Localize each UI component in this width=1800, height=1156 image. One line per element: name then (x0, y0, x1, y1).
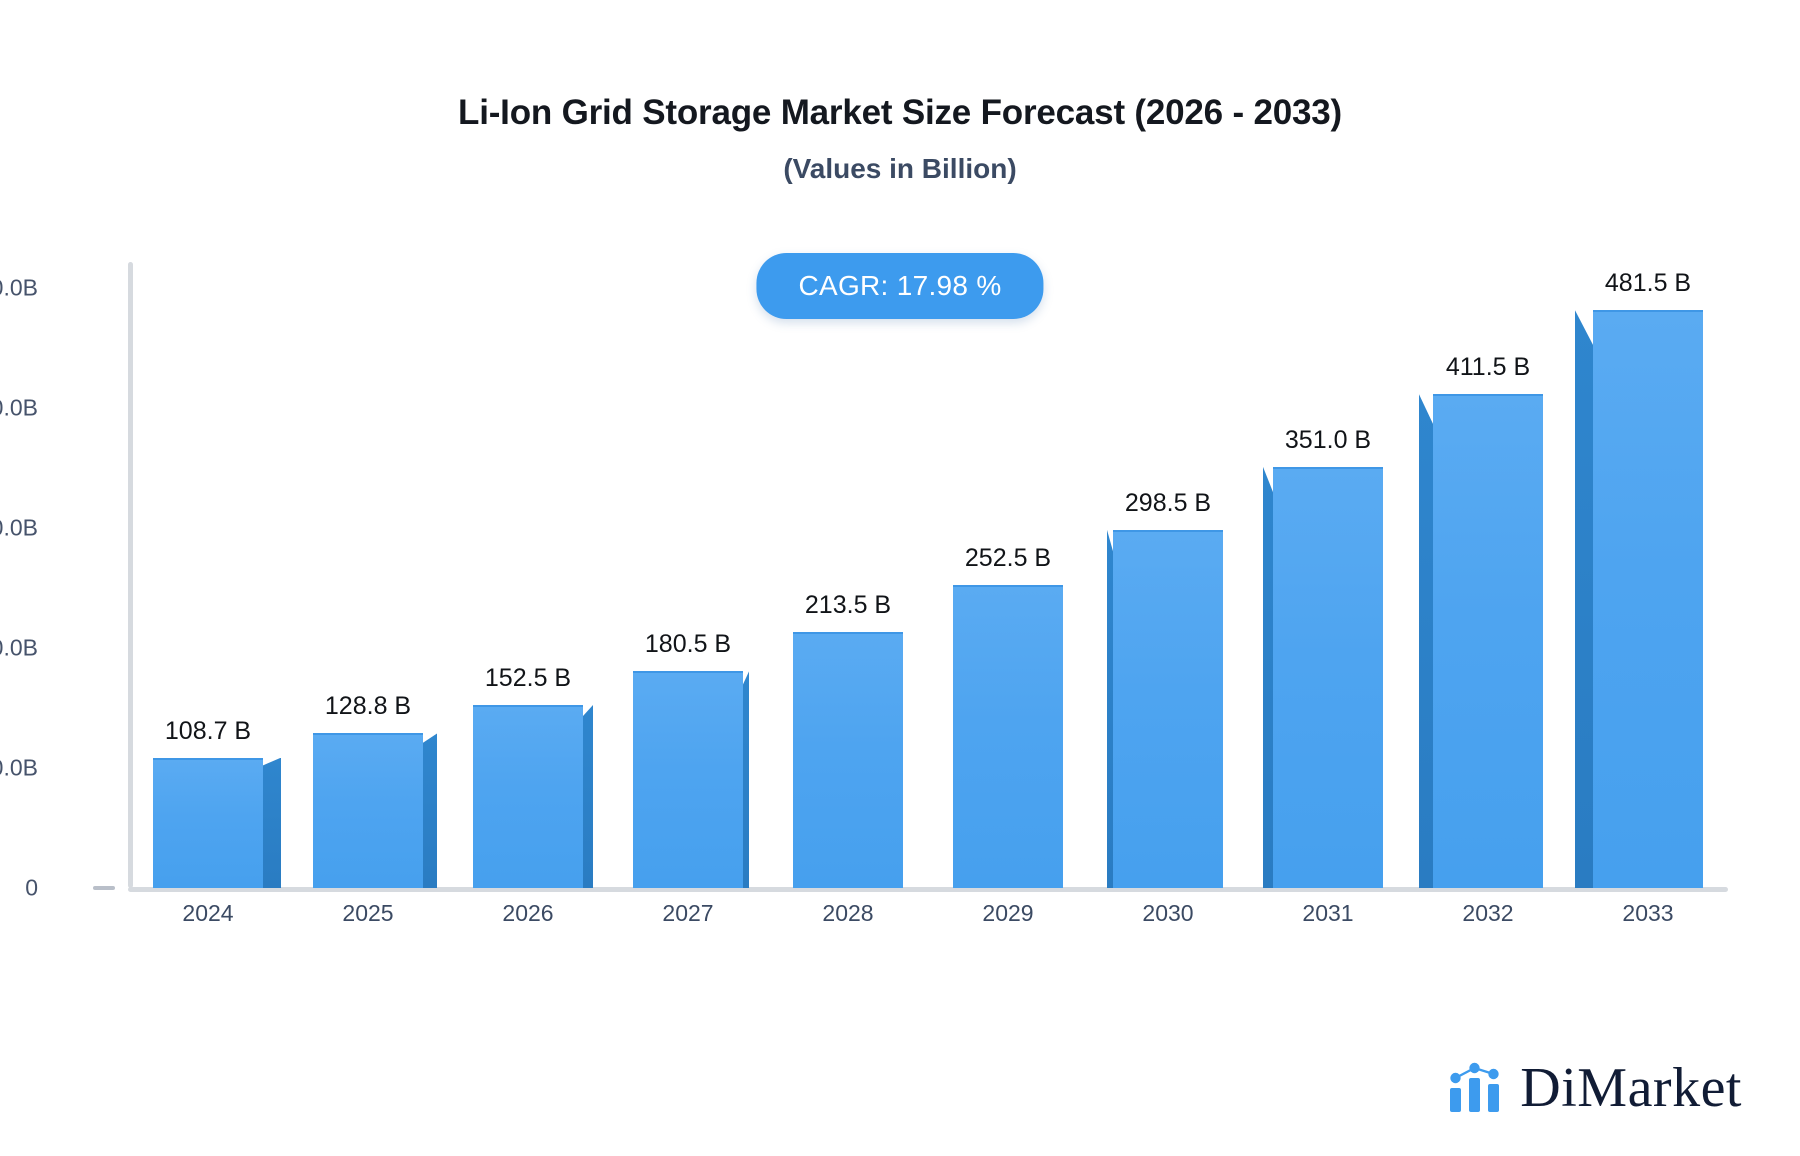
x-axis-tick-label: 2027 (662, 900, 714, 926)
y-axis-tick-label: 400.0B (0, 394, 38, 421)
bar[interactable]: 298.5 B (1107, 489, 1223, 888)
bar[interactable]: 351.0 B (1263, 426, 1383, 888)
bar-side-face (423, 733, 437, 888)
bar-front-face (1433, 394, 1543, 888)
bar-value-label: 481.5 B (1604, 269, 1692, 298)
x-axis-tick-label: 2025 (342, 900, 394, 926)
y-axis-tick-label: 500.0B (0, 274, 38, 301)
x-axis-line (128, 887, 1728, 892)
bar-side-face (1419, 394, 1433, 888)
x-axis-tick-label: 2031 (1302, 900, 1354, 926)
bar-value-label: 351.0 B (1284, 425, 1372, 454)
cagr-badge: CAGR: 17.98 % (756, 253, 1044, 319)
bar-column[interactable]: 213.5 B 2028 (768, 288, 928, 926)
bar-column[interactable]: 180.5 B 2027 (608, 288, 768, 926)
bar-chart-logo-icon (1450, 1062, 1500, 1112)
x-axis-tick-label: 2030 (1142, 900, 1194, 926)
bar-front-face (473, 705, 583, 888)
bar-front-face (633, 671, 743, 888)
y-axis-tick-label: 100.0B (0, 754, 38, 781)
bar-column[interactable]: 411.5 B 2032 (1408, 288, 1568, 926)
bar[interactable]: 180.5 B (633, 630, 749, 888)
bar-front-face (1593, 310, 1703, 888)
x-axis-tick-label: 2028 (822, 900, 874, 926)
bar-column[interactable]: 128.8 B 2025 (288, 288, 448, 926)
y-axis-tick-label: 0 (25, 874, 38, 901)
x-axis-tick-label: 2029 (982, 900, 1034, 926)
bar-value-label: 213.5 B (804, 590, 892, 619)
y-axis-zero-tick (93, 886, 115, 890)
plot-area: 0 100.0B 200.0B 300.0B 400.0B 500.0B 108.7 B 2… (0, 262, 1728, 926)
y-axis-line (128, 262, 133, 888)
bar[interactable]: 128.8 B (313, 692, 437, 888)
bar-side-face (1575, 310, 1593, 888)
bar[interactable]: 252.5 B (953, 544, 1063, 888)
page-title: Li-Ion Grid Storage Market Size Forecast… (458, 93, 1342, 132)
x-axis-tick-label: 2026 (502, 900, 554, 926)
bar[interactable]: 481.5 B (1575, 269, 1703, 888)
bar[interactable]: 411.5 B (1419, 353, 1543, 888)
dimarket-logo: DiMarket (1448, 1060, 1742, 1116)
bar-value-label: 152.5 B (484, 664, 572, 692)
bar[interactable]: 108.7 B (153, 717, 281, 888)
bar-side-face (1107, 529, 1113, 888)
y-axis-tick-label: 200.0B (0, 634, 38, 661)
bar-side-face (1263, 466, 1273, 888)
bar-column[interactable]: 298.5 B 2030 (1088, 288, 1248, 926)
bar-value-label: 128.8 B (324, 692, 412, 721)
chart-subtitle: (Values in Billion) (783, 153, 1017, 184)
bar-front-face (1113, 529, 1223, 888)
bar-side-face (743, 671, 749, 888)
logo-text: DiMarket (1520, 1057, 1742, 1119)
bar-side-face (583, 705, 593, 888)
bar-front-face (1273, 466, 1383, 888)
bar-column[interactable]: 351.0 B 2031 (1248, 288, 1408, 926)
bar-column[interactable]: 481.5 B 2033 (1568, 269, 1728, 926)
bar-column[interactable]: 152.5 B 2026 (448, 288, 608, 926)
y-axis-tick-label: 300.0B (0, 514, 38, 541)
bar-value-label: 411.5 B (1445, 353, 1531, 382)
bar-value-label: 108.7 B (164, 716, 252, 745)
bar-group: 108.7 B 2024 128.8 B 2025 152.5 B 2026 180.5 B… (128, 269, 1728, 926)
bar-value-label: 252.5 B (964, 544, 1052, 572)
bar[interactable]: 213.5 B (793, 591, 903, 888)
x-axis-tick-label: 2032 (1462, 900, 1514, 926)
bar-column[interactable]: 108.7 B 2024 (128, 288, 288, 926)
x-axis-tick-label: 2033 (1622, 900, 1674, 926)
bar-front-face (793, 631, 903, 888)
title-block: Li-Ion Grid Storage Market Size Forecast… (0, 92, 1800, 186)
bar-value-label: 298.5 B (1124, 488, 1212, 517)
bar-side-face (263, 757, 281, 888)
bar-front-face (953, 585, 1063, 888)
x-axis-tick-label: 2024 (182, 900, 234, 926)
bar-column[interactable]: 252.5 B 2029 (928, 288, 1088, 926)
bar-front-face (153, 757, 263, 888)
bar-front-face (313, 733, 423, 888)
bar-value-label: 180.5 B (644, 630, 732, 659)
bar[interactable]: 152.5 B (473, 664, 593, 888)
